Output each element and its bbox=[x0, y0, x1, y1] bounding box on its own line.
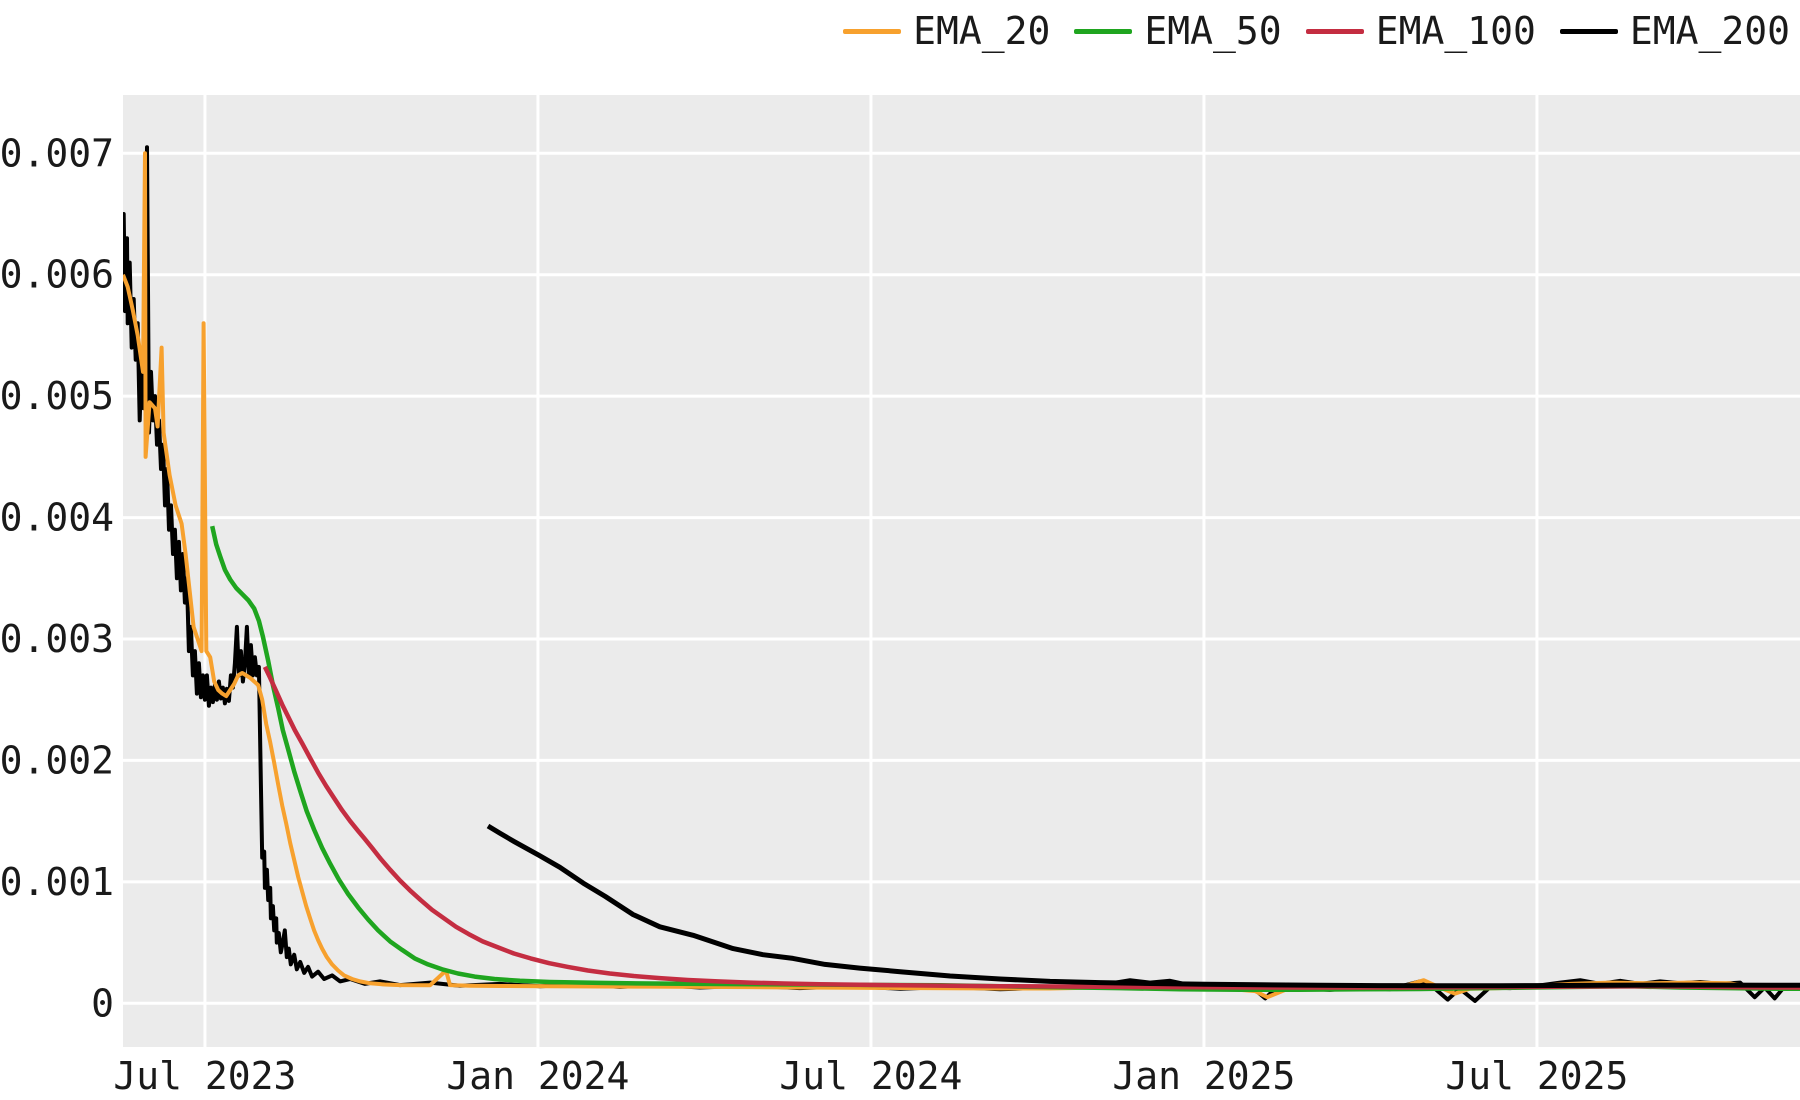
series-group bbox=[123, 145, 1800, 1003]
legend-item-ema-100: EMA_100 bbox=[1305, 9, 1536, 53]
ema-100-line-swatch-icon bbox=[1305, 28, 1364, 34]
y-tick-label: 0 bbox=[91, 981, 114, 1025]
legend-label-ema-200: EMA_200 bbox=[1629, 9, 1790, 53]
legend-label-ema-20: EMA_20 bbox=[913, 9, 1051, 53]
y-tick-label: 0.004 bbox=[0, 496, 114, 540]
plot-background bbox=[123, 95, 1800, 1047]
x-tick-label: Jan 2024 bbox=[446, 1054, 629, 1098]
y-tick-label: 0.006 bbox=[0, 253, 114, 297]
x-tick-label: Jul 2023 bbox=[113, 1054, 296, 1098]
y-tick-label: 0.001 bbox=[0, 860, 114, 904]
legend: EMA_20 EMA_50 EMA_100 EMA_200 bbox=[843, 12, 1790, 50]
x-tick-label: Jan 2025 bbox=[1112, 1054, 1295, 1098]
x-tick-label: Jul 2024 bbox=[779, 1054, 962, 1098]
ema-50-line-swatch-icon bbox=[1074, 28, 1133, 34]
series-line-ema-200 bbox=[486, 823, 1800, 989]
ema-20-line-swatch-icon bbox=[843, 28, 902, 34]
legend-item-ema-50: EMA_50 bbox=[1074, 9, 1282, 53]
legend-label-ema-100: EMA_100 bbox=[1375, 9, 1536, 53]
legend-item-ema-200: EMA_200 bbox=[1559, 9, 1790, 53]
series-line-ema-100 bbox=[262, 665, 1800, 990]
y-tick-label: 0.003 bbox=[0, 617, 114, 661]
y-tick-label: 0.005 bbox=[0, 374, 114, 418]
ema-200-line-swatch-icon bbox=[1559, 28, 1618, 34]
legend-label-ema-50: EMA_50 bbox=[1144, 9, 1282, 53]
x-tick-label: Jul 2025 bbox=[1445, 1054, 1628, 1098]
y-tick-label: 0.007 bbox=[0, 131, 114, 175]
legend-item-ema-20: EMA_20 bbox=[843, 12, 1050, 50]
y-tick-label: 0.002 bbox=[0, 738, 114, 782]
